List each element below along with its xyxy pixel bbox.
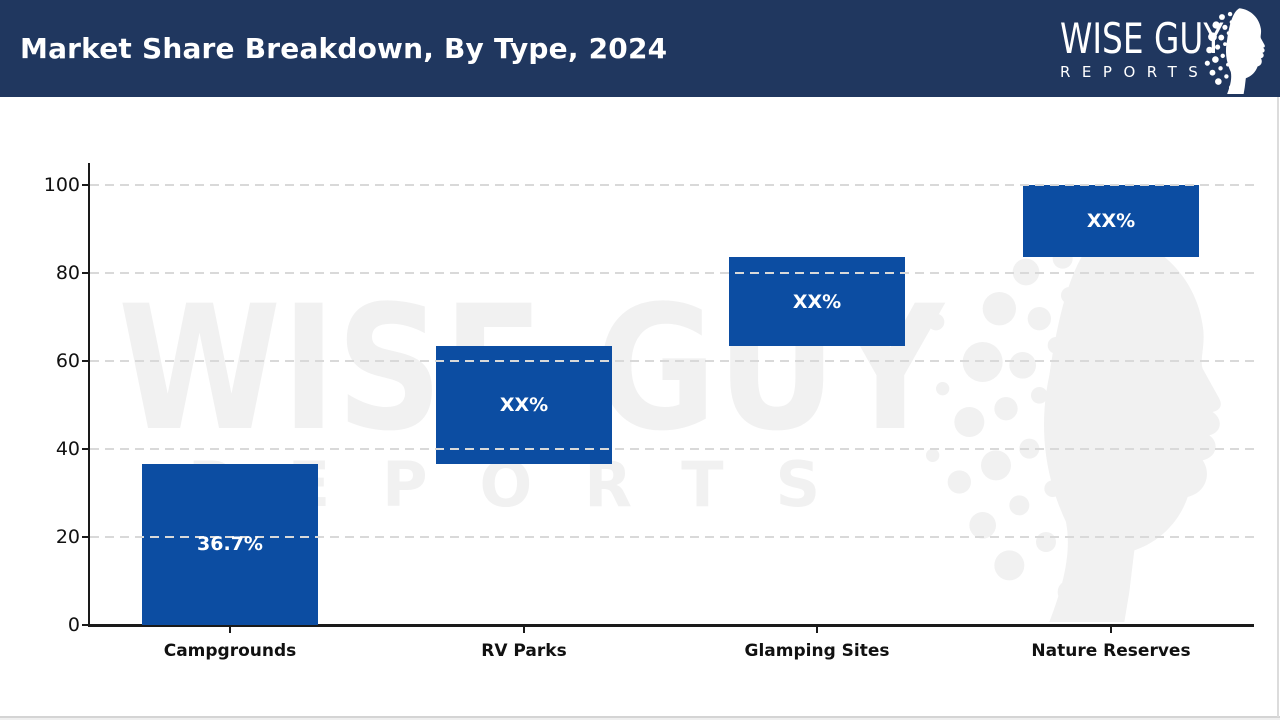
y-tick-label: 60 <box>55 350 80 372</box>
wiseguy-logo: WISE GUY REPORTS <box>1022 4 1272 94</box>
wiseguy-logo-sub: REPORTS <box>1060 63 1210 81</box>
gridline-100 <box>90 184 1254 186</box>
y-tick-label: 0 <box>67 614 80 636</box>
bar-value-label: 36.7% <box>197 533 263 556</box>
y-tick-label: 40 <box>55 438 80 460</box>
bar-glamping-sites <box>729 257 905 347</box>
y-tick-mark <box>82 272 90 274</box>
x-tick-label: RV Parks <box>481 641 567 661</box>
gridline-60 <box>90 360 1254 362</box>
y-tick-label: 20 <box>55 526 80 548</box>
page-title: Market Share Breakdown, By Type, 2024 <box>20 32 668 65</box>
wiseguy-logo-name: WISE GUY <box>1060 14 1224 63</box>
x-tick-mark <box>1110 625 1112 633</box>
y-tick-mark <box>82 624 90 626</box>
y-tick-mark <box>82 184 90 186</box>
wiseguy-logo-face-icon <box>1204 8 1265 94</box>
gridline-20 <box>90 536 1254 538</box>
gridline-80 <box>90 272 1254 274</box>
y-tick-mark <box>82 536 90 538</box>
y-tick-mark <box>82 448 90 450</box>
bar-nature-reserves <box>1023 185 1199 258</box>
bar-value-label: XX% <box>499 393 549 416</box>
y-tick-label: 100 <box>43 174 80 196</box>
x-tick-label: Campgrounds <box>163 641 297 661</box>
header-bar: Market Share Breakdown, By Type, 2024 WI… <box>0 0 1280 97</box>
x-tick-label: Nature Reserves <box>1031 641 1191 661</box>
right-edge-line <box>1277 97 1279 717</box>
bar-value-label: XX% <box>1086 210 1136 233</box>
bar-rv-parks <box>436 346 612 464</box>
x-tick-mark <box>523 625 525 633</box>
x-tick-label: Glamping Sites <box>744 641 890 661</box>
wiseguy-logo-text: WISE GUY REPORTS <box>1060 14 1269 82</box>
bottom-edge-line <box>0 716 1280 718</box>
bar-value-label: XX% <box>792 290 842 313</box>
bar-campgrounds <box>142 463 318 625</box>
x-tick-mark <box>229 625 231 633</box>
watermark-face-icon <box>926 232 1221 622</box>
gridline-40 <box>90 448 1254 450</box>
y-tick-mark <box>82 360 90 362</box>
x-tick-mark <box>816 625 818 633</box>
y-tick-label: 80 <box>55 262 80 284</box>
y-axis-spine <box>88 163 90 626</box>
x-axis-spine <box>88 624 1254 627</box>
bottom-edge-strip <box>0 718 1280 720</box>
